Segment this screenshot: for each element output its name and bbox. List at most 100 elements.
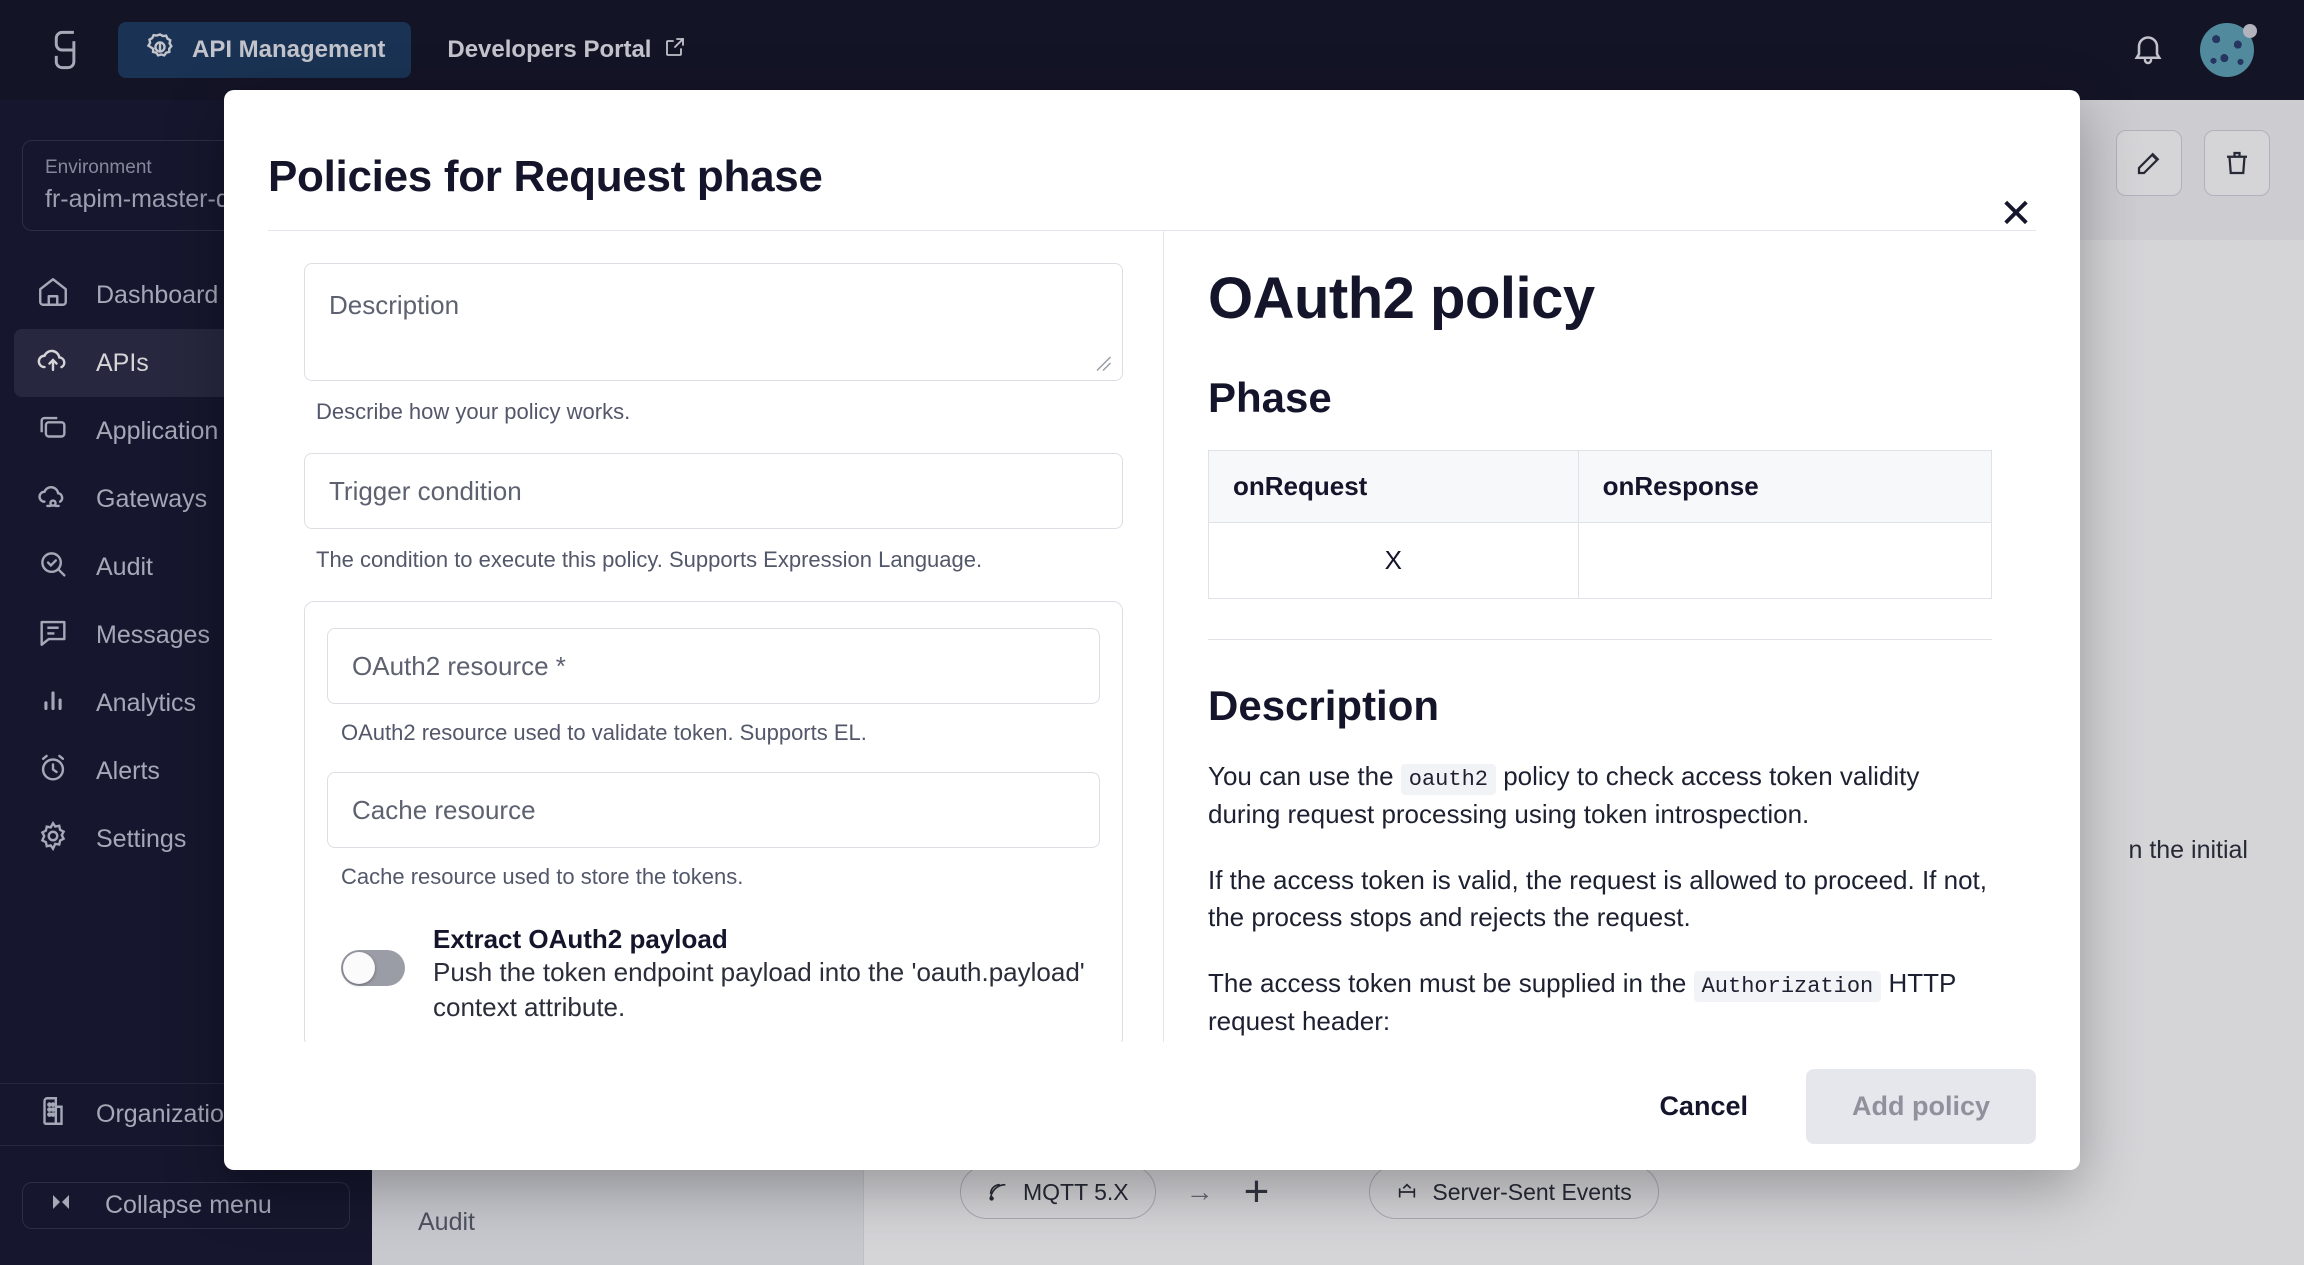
modal-footer: Cancel Add policy	[224, 1042, 2080, 1170]
sidebar-item-gateways[interactable]: Gateways	[14, 465, 358, 533]
chip-mqtt[interactable]: MQTT 5.X	[960, 1165, 1156, 1219]
gateway-cloud-icon	[36, 479, 70, 520]
doc-p3-text-a: The access token must be supplied in the	[1208, 967, 1694, 998]
oauth2-resource-placeholder: OAuth2 resource *	[352, 650, 566, 681]
sidebar-item-alerts[interactable]: Alerts	[14, 737, 358, 805]
background-toolbar	[2116, 130, 2270, 196]
oauth2-resource-field[interactable]: OAuth2 resource *	[327, 628, 1100, 704]
mqtt-icon	[989, 1183, 1006, 1201]
gravitee-logo-icon[interactable]	[44, 26, 92, 74]
description-hint: Describe how your policy works.	[316, 399, 631, 424]
doc-phase-heading: Phase	[1208, 374, 1332, 421]
cancel-button[interactable]: Cancel	[1637, 1075, 1770, 1138]
modal-title: Policies for Request phase	[268, 152, 823, 201]
extract-payload-toggle[interactable]	[341, 950, 405, 986]
nav-developers-portal-label: Developers Portal	[447, 36, 652, 63]
trigger-condition-hint: The condition to execute this policy. Su…	[316, 547, 983, 572]
modal-body: Description Describe how your policy wor…	[268, 230, 2036, 1042]
nav-developers-portal[interactable]: Developers Portal	[447, 35, 687, 66]
messages-chat-icon	[36, 615, 70, 656]
chip-label: Server-Sent Events	[1432, 1178, 1632, 1205]
trigger-condition-field[interactable]: Trigger condition	[304, 453, 1123, 529]
api-cloud-upload-icon	[36, 343, 70, 384]
user-avatar[interactable]	[2200, 23, 2257, 77]
sidebar-item-audit[interactable]: Audit	[14, 533, 358, 601]
environment-selector[interactable]: Environment fr-apim-master-d	[22, 140, 350, 231]
sidebar-item-organization[interactable]: Organization	[0, 1083, 372, 1146]
description-field[interactable]: Description	[304, 263, 1123, 381]
applications-icon	[36, 411, 70, 452]
audit-search-check-icon	[36, 547, 70, 588]
sidebar-item-label: Dashboard	[96, 280, 219, 309]
edit-pencil-icon[interactable]	[2116, 130, 2182, 196]
sidebar-item-analytics[interactable]: Analytics	[14, 669, 358, 737]
sidebar-item-label: Gateways	[96, 484, 208, 513]
doc-divider	[1208, 639, 1992, 640]
nav-api-management-label: API Management	[192, 36, 386, 63]
cache-resource-placeholder: Cache resource	[352, 794, 536, 825]
environment-value: fr-apim-master-d	[45, 185, 230, 213]
alerts-clock-icon	[36, 751, 70, 792]
sidebar-item-label: Audit	[96, 552, 153, 581]
extract-payload-description: Push the token endpoint payload into the…	[433, 957, 1085, 1023]
policy-config-group: OAuth2 resource * OAuth2 resource used t…	[304, 601, 1123, 1042]
top-bar: API Management Developers Portal	[0, 0, 2304, 100]
sidebar-item-label: APIs	[96, 348, 149, 377]
policy-doc-pane: OAuth2 policy Phase onRequest onResponse…	[1164, 231, 2036, 1042]
sse-icon	[1399, 1183, 1416, 1198]
phase-cell-onrequest: X	[1208, 522, 1579, 599]
doc-p3-code: Authorization	[1693, 970, 1882, 1002]
policies-modal: ✕ Policies for Request phase Description…	[224, 90, 2080, 1170]
sidebar-item-label: Settings	[96, 824, 187, 853]
doc-p1-code: oauth2	[1400, 764, 1496, 795]
api-management-gear-icon	[144, 31, 176, 70]
phase-col-onrequest: onRequest	[1208, 450, 1579, 523]
collapse-arrows-icon	[49, 1191, 79, 1220]
phase-table: onRequest onResponse X	[1208, 450, 1993, 599]
notification-bell-icon[interactable]	[2130, 30, 2166, 71]
sidebar-item-label: Messages	[96, 620, 210, 649]
resize-grip-icon[interactable]	[1094, 354, 1112, 372]
oauth2-resource-hint: OAuth2 resource used to validate token. …	[341, 720, 867, 745]
trigger-condition-placeholder: Trigger condition	[329, 475, 522, 506]
add-endpoint-icon[interactable]: +	[1243, 1167, 1270, 1216]
doc-paragraph-2: If the access token is valid, the reques…	[1208, 864, 1987, 933]
phase-table-header-row: onRequest onResponse	[1208, 450, 1993, 523]
close-icon[interactable]: ✕	[1999, 192, 2033, 236]
doc-description-heading: Description	[1208, 682, 1440, 729]
nav-api-management[interactable]: API Management	[118, 22, 412, 78]
doc-p3-text-b: HTTP request header:	[1208, 967, 1956, 1036]
environment-label: Environment	[45, 157, 152, 178]
extract-payload-row: Extract OAuth2 payload Push the token en…	[327, 924, 1100, 1025]
chip-server-sent-events[interactable]: Server-Sent Events	[1369, 1165, 1659, 1219]
sidebar-item-dashboard[interactable]: Dashboard	[14, 261, 358, 329]
sidebar-item-application[interactable]: Application	[14, 397, 358, 465]
extract-payload-title: Extract OAuth2 payload	[433, 924, 728, 954]
collapse-menu-button[interactable]: Collapse menu	[22, 1181, 350, 1229]
phase-cell-onresponse	[1577, 522, 1993, 599]
organization-building-icon	[36, 1094, 70, 1135]
arrow-icon: →	[1185, 1176, 1214, 1207]
phase-table-row: X	[1208, 522, 1993, 599]
sidebar-item-messages[interactable]: Messages	[14, 601, 358, 669]
background-left-label: Audit	[418, 1208, 475, 1236]
chip-row-2: MQTT 5.X → + Server-Sent Events	[960, 1165, 2260, 1219]
policy-form-pane: Description Describe how your policy wor…	[268, 231, 1164, 1042]
sidebar-item-label: Alerts	[96, 756, 160, 785]
sidebar-item-label: Application	[96, 416, 219, 445]
cache-resource-field[interactable]: Cache resource	[327, 772, 1100, 848]
collapse-menu-label: Collapse menu	[105, 1190, 272, 1219]
background-text-fragment-2: n the initial	[2128, 836, 2248, 864]
doc-heading: OAuth2 policy	[1208, 266, 1595, 331]
doc-paragraph-1: You can use the oauth2 policy to check a…	[1208, 758, 1992, 834]
sidebar-item-settings[interactable]: Settings	[14, 805, 358, 873]
phase-col-onresponse: onResponse	[1577, 450, 1993, 523]
delete-trash-icon[interactable]	[2204, 130, 2270, 196]
sidebar-nav: Dashboard APIs Application Gateways	[0, 261, 372, 873]
add-policy-button[interactable]: Add policy	[1805, 1068, 2036, 1144]
description-placeholder: Description	[329, 290, 460, 320]
extract-payload-text: Extract OAuth2 payload Push the token en…	[433, 924, 1100, 1025]
settings-gear-icon	[36, 819, 70, 860]
doc-p1-text-a: You can use the	[1208, 761, 1401, 791]
